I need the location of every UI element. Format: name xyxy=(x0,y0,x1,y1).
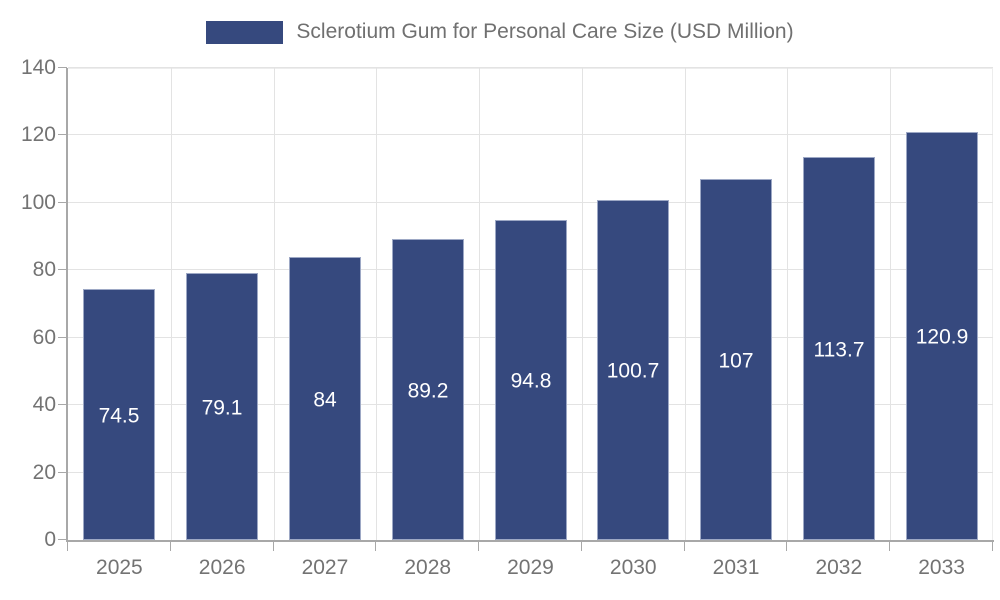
x-tick-label: 2030 xyxy=(609,556,657,579)
x-tick-mark xyxy=(375,542,376,551)
legend-swatch-icon xyxy=(206,20,284,44)
y-tick-label: 60 xyxy=(32,325,56,349)
v-gridline xyxy=(376,68,377,540)
bar-value-label: 89.2 xyxy=(407,379,449,403)
x-tick-mark xyxy=(786,542,787,551)
bar[interactable]: 84 xyxy=(289,257,361,540)
y-tick-label: 80 xyxy=(32,258,56,282)
x-tick-mark xyxy=(170,542,171,551)
v-gridline xyxy=(582,68,583,540)
bar[interactable]: 113.7 xyxy=(803,157,875,540)
y-tick-mark xyxy=(58,539,67,540)
v-gridline xyxy=(479,68,480,540)
v-gridline xyxy=(890,68,891,540)
bar-value-label: 100.7 xyxy=(606,359,660,383)
x-tick-mark xyxy=(581,542,582,551)
bar-value-label: 79.1 xyxy=(201,396,243,420)
y-tick-mark xyxy=(58,201,67,203)
x-tick-label: 2029 xyxy=(507,556,554,579)
x-axis-line xyxy=(66,540,994,542)
x-tick-label: 2028 xyxy=(404,556,452,579)
x-tick-mark xyxy=(992,542,993,551)
plot-area xyxy=(68,68,993,540)
x-tick-mark xyxy=(67,542,68,551)
bar-value-label: 107 xyxy=(718,349,754,373)
x-tick-label: 2027 xyxy=(301,556,349,579)
bar-value-label: 74.5 xyxy=(98,404,140,428)
x-tick-label: 2032 xyxy=(815,556,863,579)
bar[interactable]: 107 xyxy=(700,179,772,540)
x-tick-mark xyxy=(273,542,274,551)
legend-label: Sclerotium Gum for Personal Care Size (U… xyxy=(296,20,794,43)
bar[interactable]: 94.8 xyxy=(495,220,567,540)
x-tick-label: 2031 xyxy=(712,556,760,579)
bar[interactable]: 89.2 xyxy=(392,239,464,540)
x-tick-label: 2033 xyxy=(918,556,965,579)
x-tick-mark xyxy=(478,542,479,551)
h-gridline xyxy=(68,134,993,136)
v-gridline xyxy=(685,68,686,540)
y-tick-label: 20 xyxy=(32,460,56,484)
bar[interactable]: 120.9 xyxy=(906,132,978,540)
y-tick-mark xyxy=(58,269,67,271)
bar[interactable]: 100.7 xyxy=(597,200,669,540)
bar[interactable]: 74.5 xyxy=(83,289,155,540)
bar-value-label: 113.7 xyxy=(813,338,865,362)
y-tick-label: 120 xyxy=(20,123,56,147)
x-tick-mark xyxy=(684,542,685,551)
y-tick-mark xyxy=(58,471,67,473)
y-axis-labels: 0 20 40 60 80 100 120 140 xyxy=(0,56,56,551)
h-gridline xyxy=(68,201,993,203)
bars-container: 74.5 79.1 84 89.2 94.8 100.7 107 113.7 120.9 xyxy=(68,68,993,540)
y-tick-label: 0 xyxy=(44,528,56,551)
x-tick-label: 2025 xyxy=(96,556,143,579)
v-gridline xyxy=(787,68,788,540)
x-axis-labels: 2025 2026 2027 2028 2029 2030 2031 2032 2033 xyxy=(68,556,993,584)
bar-value-label: 120.9 xyxy=(915,325,969,349)
bar[interactable]: 79.1 xyxy=(186,273,258,540)
y-tick-mark xyxy=(58,336,67,338)
bar-value-label: 94.8 xyxy=(510,369,552,393)
y-tick-label: 40 xyxy=(32,393,56,417)
h-gridline xyxy=(68,67,993,68)
y-tick-mark xyxy=(58,404,67,406)
v-gridline xyxy=(274,68,275,540)
legend[interactable]: Sclerotium Gum for Personal Care Size (U… xyxy=(0,19,1000,45)
x-tick-label: 2026 xyxy=(198,556,246,579)
x-tick-mark xyxy=(889,542,890,551)
y-tick-label: 100 xyxy=(20,190,56,214)
bar-value-label: 84 xyxy=(313,388,337,412)
y-tick-mark xyxy=(58,67,67,68)
y-axis-line xyxy=(66,68,68,542)
y-tick-mark xyxy=(58,134,67,136)
v-gridline xyxy=(171,68,172,540)
y-tick-label: 140 xyxy=(20,56,56,79)
